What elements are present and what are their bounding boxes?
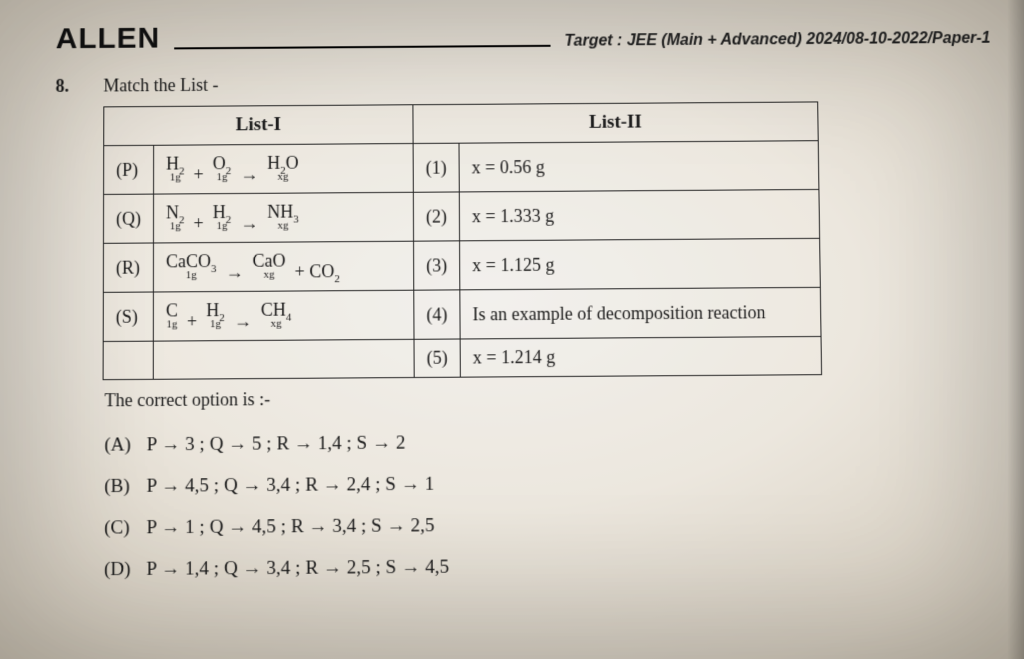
row-5-label: (5) [414, 339, 460, 378]
option-d-key: (D) [104, 549, 136, 591]
row-2-val: x = 1.333 g [459, 189, 819, 240]
option-c-key: (C) [104, 508, 136, 550]
option-d: (D) P → 1,4 ; Q → 3,4 ; R → 2,5 ; S → 4,… [104, 543, 1001, 591]
table-header-row: List-I List-II [104, 102, 818, 146]
row-1-label: (1) [413, 143, 459, 192]
row-3-label: (3) [414, 241, 460, 290]
option-c-val: P → 1 ; Q → 4,5 ; R → 3,4 ; S → 2,5 [146, 506, 434, 549]
row-s-eqn: C1g + H21g → CH4xg [153, 290, 414, 341]
table-row: (5) x = 1.214 g [103, 336, 821, 379]
row-3-val: x = 1.125 g [460, 238, 821, 290]
brand-logo: ALLEN [56, 22, 161, 56]
option-a: (A) P → 3 ; Q → 5 ; R → 1,4 ; S → 2 [104, 419, 998, 466]
table-row: (S) C1g + H21g → CH4xg (4) Is an example… [103, 287, 821, 341]
row-4-label: (4) [414, 290, 460, 339]
row-q-label: (Q) [103, 194, 153, 243]
mass-anno: 1g [166, 319, 178, 330]
table-row: (P) H21g + O21g → H2Oxg (1) x = 0.56 g [104, 141, 819, 195]
table-row: (Q) N21g + H21g → NH3xg (2) x = 1.333 g [103, 189, 819, 243]
row-r-label: (R) [103, 243, 153, 292]
row-4-val: Is an example of decomposition reaction [460, 287, 821, 339]
table-row: (R) CaCO31g → CaOxg + CO2 (3) x = 1.125 … [103, 238, 820, 292]
header-rule [174, 45, 550, 50]
row-empty-eqn [153, 339, 414, 379]
row-2-label: (2) [413, 192, 459, 241]
options: (A) P → 3 ; Q → 5 ; R → 1,4 ; S → 2 (B) … [104, 419, 1001, 591]
question-title: Match the List - [103, 69, 991, 96]
question-body: Match the List - List-I List-II (P) H21g… [102, 69, 1001, 590]
target-label: Target : JEE (Main + Advanced) 2024/08-1… [564, 30, 990, 51]
row-r-eqn: CaCO31g → CaOxg + CO2 [153, 241, 413, 292]
option-a-val: P → 3 ; Q → 5 ; R → 1,4 ; S → 2 [147, 423, 406, 466]
option-c: (C) P → 1 ; Q → 4,5 ; R → 3,4 ; S → 2,5 [104, 502, 1000, 550]
row-s-label: (S) [103, 292, 153, 341]
list1-header: List-I [104, 105, 413, 146]
row-empty-label [103, 341, 153, 380]
lead-text: The correct option is :- [105, 384, 998, 411]
row-p-eqn: H21g + O21g → H2Oxg [154, 143, 414, 194]
question-row: 8. Match the List - List-I List-II (P) H… [54, 69, 1001, 591]
row-p-label: (P) [104, 145, 154, 194]
row-5-val: x = 1.214 g [460, 336, 821, 377]
row-1-val: x = 0.56 g [459, 141, 819, 192]
list2-header: List-II [413, 102, 818, 144]
option-a-key: (A) [104, 425, 136, 466]
match-table: List-I List-II (P) H21g + O21g → H2Oxg (… [103, 101, 822, 380]
option-d-val: P → 1,4 ; Q → 3,4 ; R → 2,5 ; S → 4,5 [146, 547, 449, 591]
option-b: (B) P → 4,5 ; Q → 3,4 ; R → 2,4 ; S → 1 [104, 460, 999, 508]
page-header: ALLEN Target : JEE (Main + Advanced) 202… [56, 16, 991, 56]
page: ALLEN Target : JEE (Main + Advanced) 202… [0, 0, 1024, 659]
question-number: 8. [54, 76, 84, 591]
row-q-eqn: N21g + H21g → NH3xg [153, 192, 413, 243]
option-b-val: P → 4,5 ; Q → 3,4 ; R → 2,4 ; S → 1 [147, 464, 435, 507]
option-b-key: (B) [104, 466, 136, 508]
